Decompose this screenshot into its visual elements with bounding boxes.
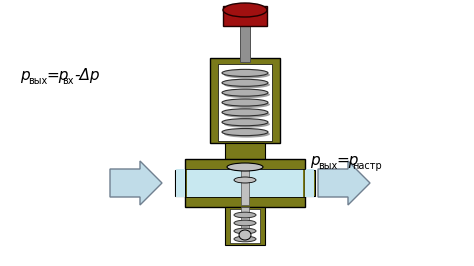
Bar xyxy=(240,10,250,62)
Text: p: p xyxy=(20,68,29,83)
Bar xyxy=(185,159,305,207)
Ellipse shape xyxy=(222,99,268,106)
Bar xyxy=(175,170,185,196)
Ellipse shape xyxy=(234,236,256,242)
Ellipse shape xyxy=(224,121,270,128)
Bar xyxy=(225,207,265,245)
Bar xyxy=(218,64,272,141)
Text: вх: вх xyxy=(62,76,73,86)
Ellipse shape xyxy=(222,119,268,126)
Ellipse shape xyxy=(222,89,268,96)
Ellipse shape xyxy=(224,131,270,138)
Ellipse shape xyxy=(224,111,270,118)
Text: вых: вых xyxy=(28,76,47,86)
Ellipse shape xyxy=(224,81,270,88)
Bar xyxy=(241,167,249,205)
Ellipse shape xyxy=(222,109,268,116)
Ellipse shape xyxy=(222,79,268,86)
Bar xyxy=(210,58,280,143)
Text: p: p xyxy=(310,153,319,168)
Text: -Δp: -Δp xyxy=(74,68,100,83)
Bar xyxy=(241,207,249,239)
Ellipse shape xyxy=(234,228,256,234)
Bar xyxy=(305,169,314,197)
Bar xyxy=(305,170,315,196)
Ellipse shape xyxy=(234,177,256,183)
Ellipse shape xyxy=(234,212,256,218)
Ellipse shape xyxy=(234,220,256,226)
Bar xyxy=(230,209,260,243)
Bar xyxy=(187,169,303,197)
Text: вых: вых xyxy=(318,161,337,171)
Ellipse shape xyxy=(223,3,267,17)
Ellipse shape xyxy=(224,91,270,98)
Ellipse shape xyxy=(227,163,263,171)
Polygon shape xyxy=(318,161,370,205)
Polygon shape xyxy=(110,161,162,205)
Ellipse shape xyxy=(239,230,251,240)
Ellipse shape xyxy=(222,69,268,77)
Bar xyxy=(225,143,265,159)
Text: =p: =p xyxy=(46,68,68,83)
Text: =p: =p xyxy=(336,153,358,168)
Ellipse shape xyxy=(224,71,270,78)
Ellipse shape xyxy=(224,101,270,108)
Bar xyxy=(223,6,267,26)
Bar xyxy=(176,169,185,197)
Ellipse shape xyxy=(222,128,268,136)
Text: настр: настр xyxy=(352,161,382,171)
